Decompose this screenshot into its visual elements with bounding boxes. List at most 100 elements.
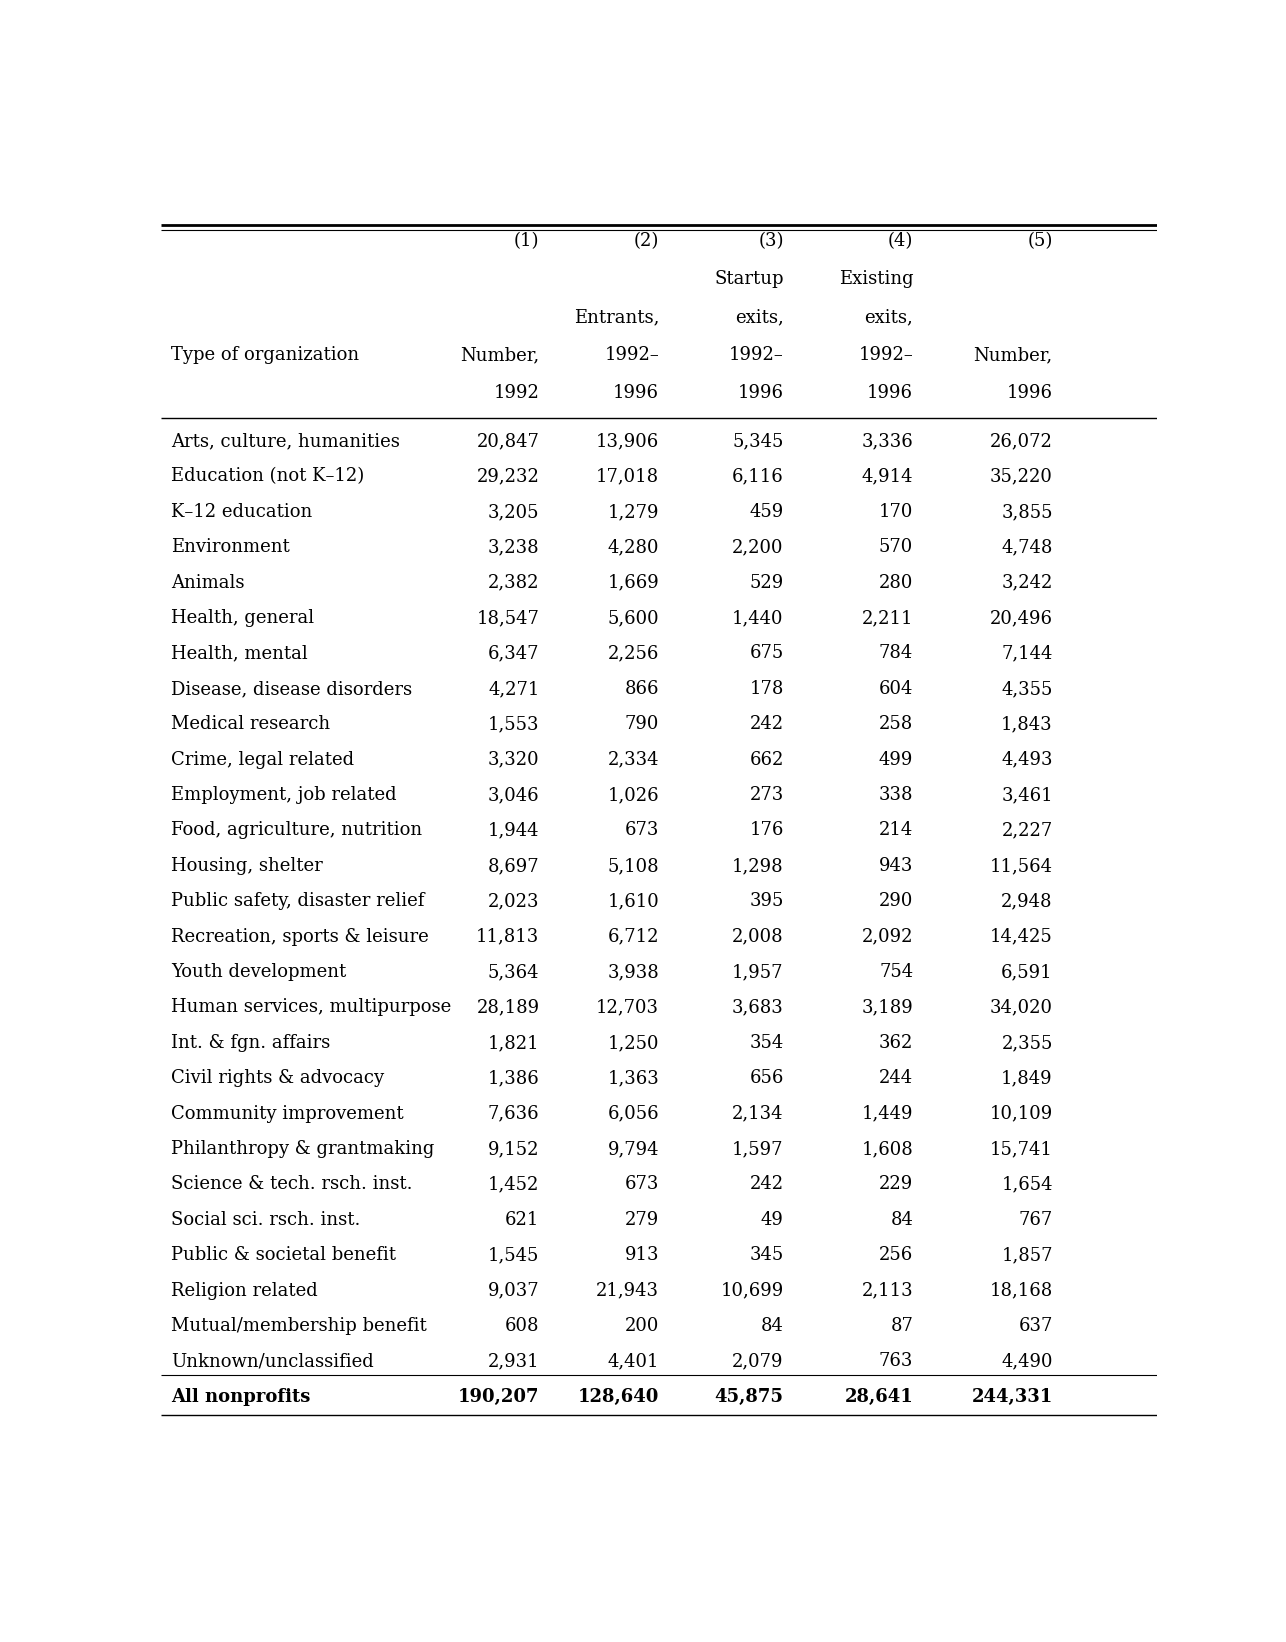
Text: 18,168: 18,168	[989, 1282, 1053, 1300]
Text: 1,363: 1,363	[607, 1069, 660, 1087]
Text: 190,207: 190,207	[458, 1387, 540, 1406]
Text: 1,553: 1,553	[487, 716, 540, 734]
Text: Employment, job related: Employment, job related	[171, 787, 396, 805]
Text: 1,821: 1,821	[487, 1034, 540, 1053]
Text: 459: 459	[750, 502, 783, 521]
Text: 229: 229	[878, 1176, 913, 1194]
Text: Environment: Environment	[171, 539, 289, 557]
Text: Health, mental: Health, mental	[171, 644, 307, 662]
Text: Crime, legal related: Crime, legal related	[171, 750, 354, 768]
Text: 4,490: 4,490	[1002, 1353, 1053, 1371]
Text: 1,298: 1,298	[732, 857, 783, 875]
Text: All nonprofits: All nonprofits	[171, 1387, 310, 1406]
Text: (5): (5)	[1028, 232, 1053, 250]
Text: Type of organization: Type of organization	[171, 346, 359, 365]
Text: 395: 395	[750, 892, 783, 910]
Text: (3): (3)	[759, 232, 783, 250]
Text: 866: 866	[625, 680, 660, 698]
Text: Human services, multipurpose: Human services, multipurpose	[171, 998, 451, 1016]
Text: Public & societal benefit: Public & societal benefit	[171, 1246, 396, 1264]
Text: Recreation, sports & leisure: Recreation, sports & leisure	[171, 928, 428, 946]
Text: Int. & fgn. affairs: Int. & fgn. affairs	[171, 1034, 331, 1053]
Text: 2,931: 2,931	[487, 1353, 540, 1371]
Text: 49: 49	[761, 1210, 783, 1228]
Text: 242: 242	[750, 716, 783, 734]
Text: 2,113: 2,113	[862, 1282, 913, 1300]
Text: 2,023: 2,023	[487, 892, 540, 910]
Text: exits,: exits,	[734, 309, 783, 327]
Text: 2,079: 2,079	[732, 1353, 783, 1371]
Text: 176: 176	[750, 821, 783, 839]
Text: 20,847: 20,847	[477, 432, 540, 450]
Text: 4,280: 4,280	[607, 539, 660, 557]
Text: Medical research: Medical research	[171, 716, 329, 734]
Text: (4): (4)	[887, 232, 913, 250]
Text: Food, agriculture, nutrition: Food, agriculture, nutrition	[171, 821, 422, 839]
Text: 1,857: 1,857	[1002, 1246, 1053, 1264]
Text: 3,205: 3,205	[487, 502, 540, 521]
Text: 608: 608	[505, 1317, 540, 1335]
Text: Mutual/membership benefit: Mutual/membership benefit	[171, 1317, 427, 1335]
Text: 3,320: 3,320	[487, 750, 540, 768]
Text: 84: 84	[890, 1210, 913, 1228]
Text: 21,943: 21,943	[597, 1282, 660, 1300]
Text: 3,855: 3,855	[1002, 502, 1053, 521]
Text: K–12 education: K–12 education	[171, 502, 312, 521]
Text: Religion related: Religion related	[171, 1282, 318, 1300]
Text: 87: 87	[890, 1317, 913, 1335]
Text: 2,211: 2,211	[862, 609, 913, 627]
Text: Social sci. rsch. inst.: Social sci. rsch. inst.	[171, 1210, 360, 1228]
Text: 14,425: 14,425	[990, 928, 1053, 946]
Text: 943: 943	[878, 857, 913, 875]
Text: 3,046: 3,046	[487, 787, 540, 805]
Text: 4,355: 4,355	[1002, 680, 1053, 698]
Text: 1992–: 1992–	[604, 346, 660, 365]
Text: 5,364: 5,364	[487, 964, 540, 980]
Text: 5,345: 5,345	[732, 432, 783, 450]
Text: Number,: Number,	[460, 346, 540, 365]
Text: 1992–: 1992–	[729, 346, 783, 365]
Text: 4,271: 4,271	[489, 680, 540, 698]
Text: 1,279: 1,279	[607, 502, 660, 521]
Text: Number,: Number,	[974, 346, 1053, 365]
Text: Housing, shelter: Housing, shelter	[171, 857, 323, 875]
Text: Community improvement: Community improvement	[171, 1105, 404, 1123]
Text: 15,741: 15,741	[990, 1140, 1053, 1158]
Text: Health, general: Health, general	[171, 609, 314, 627]
Text: 6,056: 6,056	[607, 1105, 660, 1123]
Text: Animals: Animals	[171, 573, 244, 591]
Text: 9,037: 9,037	[487, 1282, 540, 1300]
Text: 9,152: 9,152	[487, 1140, 540, 1158]
Text: 273: 273	[750, 787, 783, 805]
Text: 1,608: 1,608	[862, 1140, 913, 1158]
Text: 35,220: 35,220	[990, 468, 1053, 486]
Text: 2,256: 2,256	[608, 644, 660, 662]
Text: 1,944: 1,944	[487, 821, 540, 839]
Text: 673: 673	[625, 821, 660, 839]
Text: 3,683: 3,683	[732, 998, 783, 1016]
Text: 3,336: 3,336	[862, 432, 913, 450]
Text: 279: 279	[625, 1210, 660, 1228]
Text: Entrants,: Entrants,	[574, 309, 660, 327]
Text: 6,347: 6,347	[487, 644, 540, 662]
Text: 1,026: 1,026	[607, 787, 660, 805]
Text: 1992–: 1992–	[859, 346, 913, 365]
Text: 3,242: 3,242	[1002, 573, 1053, 591]
Text: 1,669: 1,669	[607, 573, 660, 591]
Text: 10,109: 10,109	[989, 1105, 1053, 1123]
Text: 637: 637	[1019, 1317, 1053, 1335]
Text: 784: 784	[878, 644, 913, 662]
Text: 1996: 1996	[867, 384, 913, 402]
Text: exits,: exits,	[864, 309, 913, 327]
Text: 12,703: 12,703	[597, 998, 660, 1016]
Text: 2,200: 2,200	[732, 539, 783, 557]
Text: Science & tech. rsch. inst.: Science & tech. rsch. inst.	[171, 1176, 413, 1194]
Text: 1,957: 1,957	[732, 964, 783, 980]
Text: 1,597: 1,597	[732, 1140, 783, 1158]
Text: 9,794: 9,794	[607, 1140, 660, 1158]
Text: 128,640: 128,640	[577, 1387, 660, 1406]
Text: 34,020: 34,020	[990, 998, 1053, 1016]
Text: 2,092: 2,092	[862, 928, 913, 946]
Text: 3,238: 3,238	[487, 539, 540, 557]
Text: 4,914: 4,914	[862, 468, 913, 486]
